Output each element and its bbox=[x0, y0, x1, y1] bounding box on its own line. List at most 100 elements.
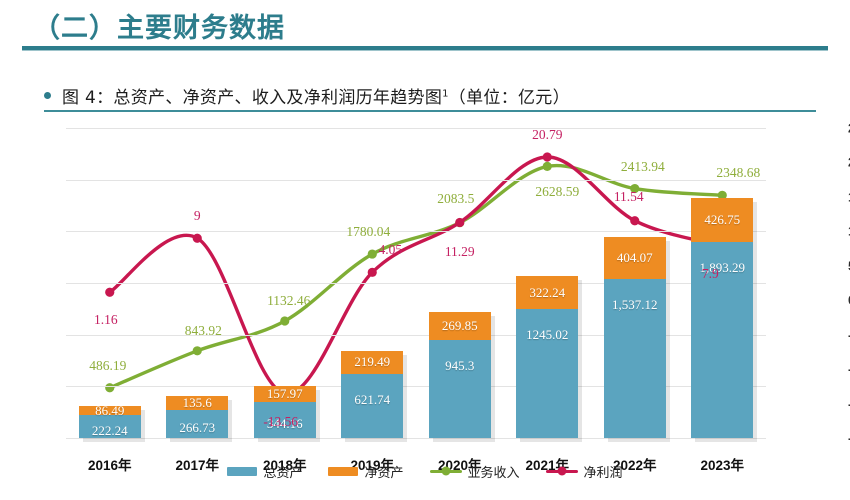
profit-value-label: 1.16 bbox=[93, 312, 118, 328]
profit-line-path bbox=[108, 155, 724, 396]
y-axis-right-tick: -5 bbox=[848, 327, 850, 342]
legend-item[interactable]: 净利润 bbox=[545, 462, 623, 481]
y-axis-right-tick: 15 bbox=[848, 189, 850, 204]
legend-item[interactable]: 净资产 bbox=[328, 462, 404, 481]
gridline bbox=[66, 128, 766, 129]
y-axis-right-tick: -20 bbox=[848, 431, 850, 446]
page-title: （二）主要财务数据 bbox=[33, 13, 285, 44]
plot-area: 3000250020001500100050002520151050-5-10-… bbox=[66, 121, 850, 473]
caption-main: 图 4：总资产、净资产、收入及净利润历年趋势图 bbox=[62, 87, 443, 108]
profit-value-label: 11.29 bbox=[444, 244, 475, 260]
bar-label-net-assets: 135.6 bbox=[182, 395, 212, 411]
bar-total-assets[interactable] bbox=[78, 415, 141, 438]
revenue-value-label: 1780.04 bbox=[346, 224, 391, 240]
bar-label-net-assets: 219.49 bbox=[354, 354, 391, 370]
chart-legend: 总资产 净资产 业务收入 净利润 bbox=[0, 456, 850, 486]
bar-label-net-assets: 157.97 bbox=[266, 386, 303, 402]
profit-value-label: 7.9 bbox=[701, 265, 719, 281]
profit-line-point[interactable] bbox=[192, 233, 202, 243]
bar-net-assets[interactable] bbox=[341, 351, 404, 374]
legend-label: 净资产 bbox=[364, 465, 404, 481]
profit-line-point[interactable] bbox=[455, 217, 465, 228]
revenue-value-label: 2348.68 bbox=[716, 165, 761, 181]
bar-label-total-assets: 1245.02 bbox=[526, 327, 569, 343]
bar-net-assets[interactable] bbox=[253, 386, 316, 403]
profit-value-label: -13.56 bbox=[263, 413, 299, 429]
bar-net-assets[interactable] bbox=[78, 406, 141, 416]
revenue-line-point[interactable] bbox=[630, 183, 640, 194]
profit-value-label: 20.79 bbox=[532, 127, 563, 142]
profit-value-label: 11.54 bbox=[613, 188, 644, 204]
y-axis-right-tick: -10 bbox=[848, 362, 850, 377]
revenue-value-label: 2413.94 bbox=[620, 158, 665, 174]
x-axis-tick: 2018年 bbox=[262, 458, 307, 473]
revenue-line-point[interactable] bbox=[367, 249, 377, 259]
title-divider-thin bbox=[22, 50, 828, 51]
legend-item[interactable]: 业务收入 bbox=[429, 462, 520, 481]
x-axis-tick: 2017年 bbox=[175, 458, 220, 473]
title-divider bbox=[22, 46, 828, 50]
bar-label-net-assets: 86.49 bbox=[95, 402, 125, 418]
profit-line-point[interactable] bbox=[630, 216, 640, 226]
gridline bbox=[66, 386, 766, 388]
bar-label-total-assets: 1,537.12 bbox=[612, 297, 658, 313]
gridline bbox=[66, 231, 766, 233]
revenue-value-label: 2083.5 bbox=[437, 190, 475, 206]
revenue-line-point[interactable] bbox=[717, 190, 727, 200]
caption-superscript: 1 bbox=[442, 87, 449, 99]
gridline bbox=[66, 438, 766, 439]
y-axis-right-tick: 20 bbox=[848, 155, 850, 170]
chart-caption-text: 图 4：总资产、净资产、收入及净利润历年趋势图1（单位：亿元） bbox=[62, 83, 570, 108]
profit-line-point[interactable] bbox=[367, 267, 377, 277]
bar-net-assets[interactable] bbox=[603, 237, 666, 280]
bar-label-total-assets: 621.74 bbox=[354, 391, 391, 407]
bar-label-total-assets: 945.3 bbox=[445, 358, 475, 374]
profit-line-point[interactable] bbox=[542, 152, 552, 162]
revenue-line-point[interactable] bbox=[280, 316, 290, 326]
x-axis-tick: 2023年 bbox=[700, 458, 745, 473]
bar-label-net-assets: 322.24 bbox=[529, 284, 566, 300]
bar-total-assets[interactable] bbox=[691, 242, 754, 438]
bar-total-assets[interactable] bbox=[603, 279, 666, 438]
bar-label-total-assets: 1,893.29 bbox=[699, 260, 746, 276]
legend-label: 业务收入 bbox=[467, 465, 520, 481]
revenue-line-point[interactable] bbox=[192, 346, 202, 356]
bar-label-total-assets: 222.24 bbox=[91, 422, 128, 438]
financial-trend-chart: 3000250020001500100050002520151050-5-10-… bbox=[0, 118, 850, 500]
revenue-value-label: 1132.46 bbox=[267, 292, 311, 308]
bar-total-assets[interactable] bbox=[166, 410, 229, 438]
x-axis-tick: 2019年 bbox=[350, 458, 395, 473]
bar-net-assets[interactable] bbox=[516, 276, 579, 310]
revenue-line-point[interactable] bbox=[542, 161, 552, 171]
revenue-line-point[interactable] bbox=[105, 383, 115, 393]
legend-item[interactable]: 总资产 bbox=[227, 462, 302, 481]
gridline bbox=[66, 283, 766, 284]
gridline bbox=[66, 334, 766, 336]
bar-total-assets[interactable] bbox=[516, 309, 579, 438]
bar-total-assets[interactable] bbox=[428, 340, 491, 438]
bar-net-assets[interactable] bbox=[166, 396, 229, 411]
profit-value-label: 9 bbox=[193, 208, 201, 224]
y-axis-right-tick: 10 bbox=[848, 224, 850, 239]
bar-label-total-assets: 266.73 bbox=[179, 420, 216, 436]
legend-label: 总资产 bbox=[263, 465, 303, 481]
bar-net-assets[interactable] bbox=[691, 198, 754, 243]
legend-marker-icon bbox=[441, 466, 450, 476]
x-axis-tick: 2022年 bbox=[612, 458, 657, 473]
revenue-value-label: 486.19 bbox=[89, 357, 127, 373]
bar-total-assets[interactable] bbox=[341, 373, 404, 438]
legend-swatch-icon bbox=[328, 466, 359, 476]
profit-value-label: 4.05 bbox=[378, 242, 403, 258]
bar-total-assets[interactable] bbox=[253, 402, 316, 438]
bar-net-assets[interactable] bbox=[428, 312, 491, 341]
legend-swatch-icon bbox=[227, 466, 258, 476]
bar-label-net-assets: 426.75 bbox=[704, 212, 741, 228]
bar-label-net-assets: 269.85 bbox=[441, 318, 478, 334]
chart-caption: 图 4：总资产、净资产、收入及净利润历年趋势图1（单位：亿元） bbox=[44, 80, 814, 110]
profit-line-point[interactable] bbox=[105, 287, 115, 297]
legend-line-icon bbox=[429, 466, 462, 476]
revenue-line-path bbox=[108, 163, 724, 390]
y-axis-right-tick: 25 bbox=[848, 121, 850, 136]
caption-unit: （单位：亿元） bbox=[448, 87, 570, 108]
revenue-value-label: 2628.59 bbox=[535, 184, 580, 200]
